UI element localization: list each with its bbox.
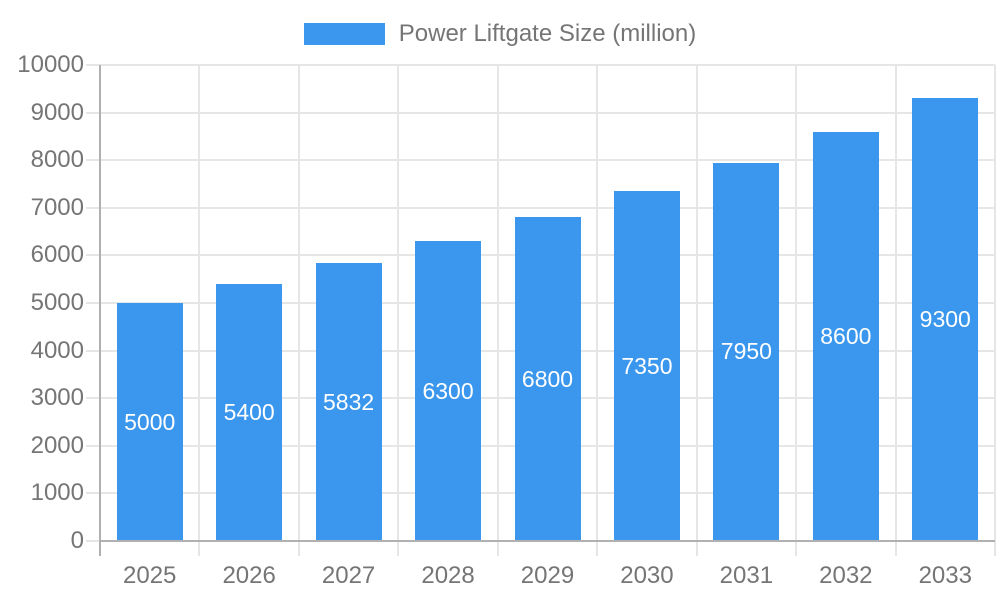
- y-axis-tick-label: 5000: [30, 289, 84, 316]
- x-gridline: [795, 65, 798, 556]
- x-gridline: [397, 65, 400, 556]
- x-axis-tick-label: 2025: [123, 562, 177, 589]
- bar-value-label: 6300: [422, 377, 474, 404]
- bar-2029[interactable]: 6800: [514, 217, 581, 541]
- bar-2025[interactable]: 5000: [116, 303, 183, 541]
- x-gridline: [994, 65, 996, 556]
- x-gridline: [894, 65, 897, 556]
- x-gridline: [496, 65, 499, 556]
- bar-value-label: 5400: [223, 398, 275, 425]
- x-axis-tick-label: 2026: [222, 562, 276, 589]
- bar-value-label: 5000: [124, 408, 176, 435]
- y-gridline: [86, 64, 995, 66]
- bar-value-label: 6800: [521, 365, 574, 392]
- x-axis-tick-label: 2028: [421, 562, 475, 589]
- y-gridline: [86, 206, 995, 209]
- legend-label: Power Liftgate Size (million): [398, 20, 697, 47]
- x-gridline: [596, 65, 599, 556]
- x-axis-tick-label: 2032: [819, 562, 873, 589]
- y-axis-line: [99, 65, 101, 556]
- x-axis-tick-label: 2030: [620, 562, 674, 589]
- x-axis-tick-label: 2027: [321, 562, 376, 589]
- bar-value-label: 8600: [820, 322, 872, 349]
- bar-value-label: 9300: [919, 306, 971, 333]
- bar-2027[interactable]: 5832: [315, 263, 382, 541]
- x-axis-tick-label: 2029: [520, 562, 575, 589]
- x-axis-tick-label: 2031: [719, 562, 774, 589]
- bar-value-label: 7950: [720, 338, 772, 365]
- y-axis-tick: [86, 540, 100, 542]
- chart-legend: Power Liftgate Size (million): [0, 20, 1000, 48]
- bar-value-label: 5832: [323, 388, 375, 415]
- y-axis-tick-label: 9000: [30, 98, 84, 126]
- y-axis-tick-label: 1000: [30, 479, 84, 507]
- y-axis-tick-label: 6000: [30, 241, 84, 269]
- bar-2026[interactable]: 5400: [216, 283, 283, 541]
- y-axis-tick-label: 0: [70, 527, 84, 554]
- y-axis-tick-label: 7000: [30, 193, 84, 221]
- y-axis-tick-label: 2000: [30, 431, 84, 459]
- y-gridline: [86, 159, 995, 162]
- y-axis-tick-label: 8000: [30, 146, 84, 174]
- bar-2033[interactable]: 9300: [912, 98, 979, 541]
- bar-2030[interactable]: 7350: [613, 191, 680, 541]
- bar-2032[interactable]: 8600: [812, 131, 879, 541]
- x-axis-tick-label: 2033: [918, 562, 972, 589]
- x-axis-line: [99, 540, 995, 542]
- bar-2028[interactable]: 6300: [415, 241, 482, 541]
- y-axis-tick-label: 3000: [30, 384, 84, 412]
- y-axis-tick-label: 4000: [30, 336, 84, 364]
- x-gridline: [695, 65, 698, 556]
- x-gridline: [297, 65, 300, 556]
- legend-swatch: [303, 23, 385, 45]
- y-axis-tick-label: 10000: [17, 51, 84, 78]
- bar-2031[interactable]: 7950: [713, 162, 780, 541]
- x-gridline: [198, 65, 201, 556]
- y-gridline: [86, 111, 995, 114]
- bar-value-label: 7350: [621, 352, 673, 379]
